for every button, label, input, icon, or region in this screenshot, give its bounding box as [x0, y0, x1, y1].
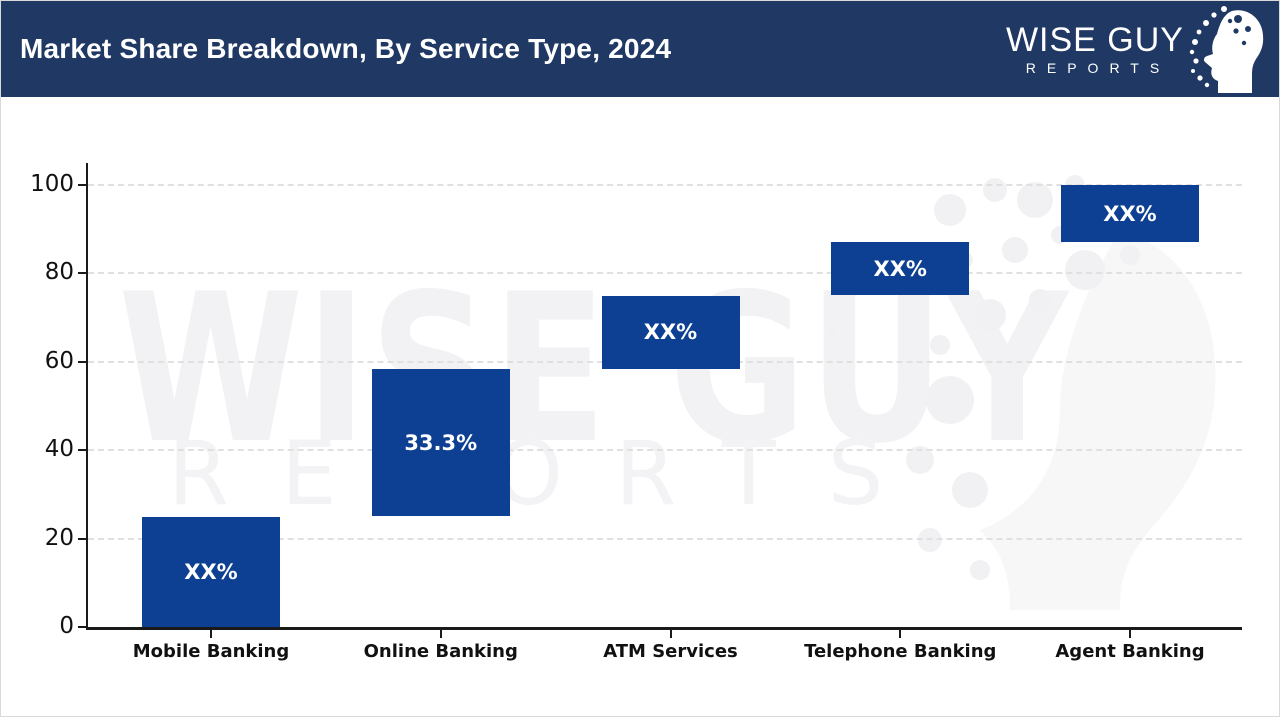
x-axis-tick [1129, 630, 1131, 638]
x-tick-label: Mobile Banking [132, 641, 290, 662]
y-axis-tick [78, 184, 87, 186]
x-axis-tick [669, 630, 672, 638]
logo-subtext: REPORTS [1025, 59, 1171, 76]
bar-value-label: XX% [643, 320, 698, 345]
y-axis-tick [78, 272, 87, 275]
y-axis-tick [78, 360, 87, 363]
x-tick-label: Online Banking [363, 641, 518, 662]
bar-value-label: XX% [184, 559, 238, 584]
brand-logo: WISE GUY REPORTS [1006, 5, 1266, 93]
bar-segment: XX% [142, 516, 280, 627]
x-axis-tick [210, 630, 212, 638]
logo-wordmark: WISE GUY [1005, 20, 1184, 59]
x-axis-line [86, 627, 1242, 630]
bar-value-label: XX% [1103, 201, 1157, 226]
bar-segment: XX% [831, 242, 970, 296]
x-tick-label: Telephone Banking [804, 641, 997, 662]
logo-head-icon [1189, 5, 1264, 93]
logo-text: WISE GUY REPORTS [1006, 23, 1184, 75]
y-axis-tick [78, 449, 87, 452]
y-tick-label: 20 [44, 524, 74, 551]
y-tick-label: 100 [30, 171, 74, 197]
y-tick-label: 80 [44, 259, 74, 286]
y-axis-tick [78, 626, 87, 628]
bar-segment: XX% [601, 295, 740, 370]
chart-title: Market Share Breakdown, By Service Type,… [20, 32, 672, 64]
x-tick-label: Agent Banking [1055, 641, 1205, 662]
x-tick-label: ATM Services [603, 641, 738, 662]
gridline [88, 449, 1242, 452]
gridline [88, 272, 1242, 275]
bar-segment: XX% [1061, 185, 1199, 243]
y-axis-tick [78, 537, 87, 540]
bar-segment: 33.3% [371, 369, 510, 517]
bar-value-label: XX% [873, 256, 927, 281]
header-bar: Market Share Breakdown, By Service Type,… [0, 0, 1280, 97]
x-axis-tick [899, 630, 902, 638]
y-tick-label: 40 [44, 436, 74, 463]
gridline [88, 537, 1242, 540]
y-tick-label: 0 [59, 613, 74, 639]
x-axis-tick [439, 630, 442, 638]
bar-value-label: 33.3% [404, 430, 478, 455]
y-axis-line [86, 163, 88, 630]
y-tick-label: 60 [44, 347, 74, 374]
gridline [88, 184, 1242, 186]
